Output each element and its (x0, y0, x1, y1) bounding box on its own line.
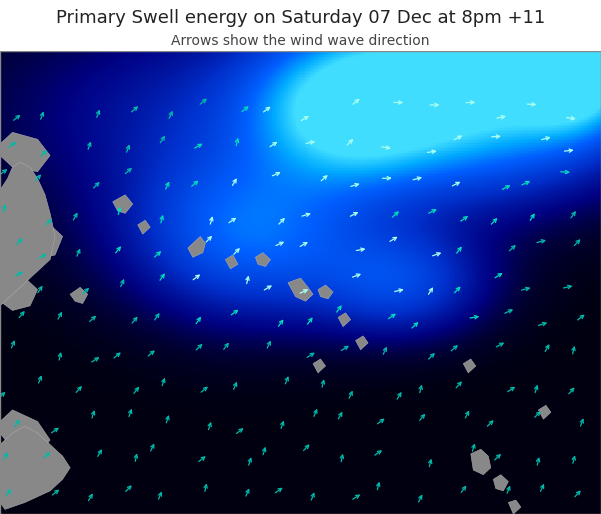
Polygon shape (225, 255, 238, 269)
Polygon shape (0, 426, 70, 509)
Polygon shape (313, 359, 326, 373)
Polygon shape (0, 271, 37, 310)
Polygon shape (13, 213, 63, 260)
Polygon shape (0, 132, 50, 172)
Polygon shape (493, 475, 508, 491)
Text: Primary Swell energy on Saturday 07 Dec at 8pm +11: Primary Swell energy on Saturday 07 Dec … (56, 9, 545, 27)
Polygon shape (255, 252, 270, 266)
Polygon shape (318, 285, 333, 299)
Polygon shape (463, 359, 476, 373)
Polygon shape (113, 195, 133, 213)
Polygon shape (0, 232, 13, 248)
Polygon shape (338, 313, 350, 327)
Polygon shape (138, 220, 150, 234)
Polygon shape (0, 162, 55, 514)
Polygon shape (288, 278, 313, 301)
Text: Arrows show the wind wave direction: Arrows show the wind wave direction (171, 34, 430, 48)
Polygon shape (538, 406, 551, 419)
Polygon shape (471, 449, 491, 475)
Polygon shape (188, 236, 206, 257)
Polygon shape (508, 500, 521, 514)
Polygon shape (356, 336, 368, 350)
Polygon shape (70, 287, 88, 303)
Polygon shape (0, 410, 50, 456)
